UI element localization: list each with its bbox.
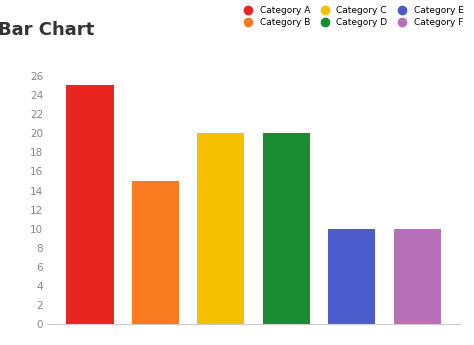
Legend: Category A, Category B, Category C, Category D, Category E, Category F: Category A, Category B, Category C, Cate… <box>239 6 464 27</box>
Bar <box>328 229 375 324</box>
Bar <box>394 229 441 324</box>
Bar <box>66 86 113 324</box>
Text: Bar Chart: Bar Chart <box>0 21 94 39</box>
Bar <box>263 133 310 324</box>
Bar <box>197 133 245 324</box>
Bar <box>132 181 179 324</box>
